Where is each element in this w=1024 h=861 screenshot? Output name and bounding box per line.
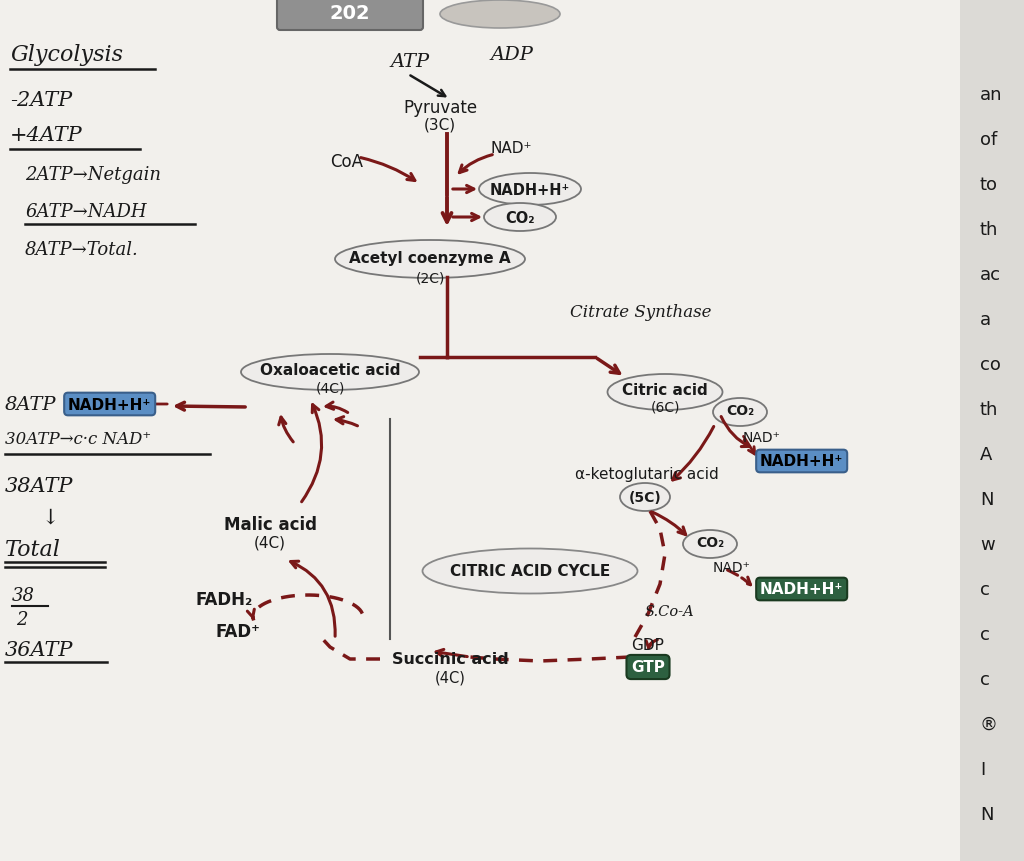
Text: Acetyl coenzyme A: Acetyl coenzyme A	[349, 251, 511, 265]
Text: NADH+H⁺: NADH+H⁺	[68, 397, 152, 412]
Text: c: c	[980, 670, 990, 688]
Text: th: th	[980, 400, 998, 418]
Text: 8ATP: 8ATP	[5, 395, 56, 413]
Text: CoA: CoA	[330, 152, 362, 170]
Ellipse shape	[479, 174, 581, 206]
Text: 2ATP→Netgain: 2ATP→Netgain	[25, 166, 161, 183]
Text: N: N	[980, 805, 993, 823]
Ellipse shape	[683, 530, 737, 558]
Text: FAD⁺: FAD⁺	[215, 623, 260, 641]
Text: Citrate Synthase: Citrate Synthase	[570, 303, 712, 320]
Ellipse shape	[335, 241, 525, 279]
Text: Malic acid: Malic acid	[223, 516, 316, 533]
Text: CO₂: CO₂	[505, 210, 535, 226]
Text: Succinic acid: Succinic acid	[391, 652, 508, 666]
Text: +4ATP: +4ATP	[10, 126, 83, 145]
Text: (4C): (4C)	[254, 535, 286, 550]
Ellipse shape	[713, 399, 767, 426]
Text: ATP: ATP	[390, 53, 429, 71]
Text: ®: ®	[980, 715, 998, 734]
Ellipse shape	[607, 375, 723, 411]
Text: NADH+H⁺: NADH+H⁺	[489, 183, 570, 197]
Text: NAD⁺: NAD⁺	[743, 430, 781, 444]
Text: (2C): (2C)	[416, 270, 444, 285]
Text: I: I	[980, 760, 985, 778]
Text: α-ketoglutaric acid: α-ketoglutaric acid	[575, 467, 719, 482]
Text: ac: ac	[980, 266, 1001, 283]
Text: ADP: ADP	[490, 46, 532, 64]
Text: (4C): (4C)	[434, 670, 466, 684]
Text: NAD⁺: NAD⁺	[713, 561, 751, 574]
Text: Glycolysis: Glycolysis	[10, 44, 123, 66]
Text: 8ATP→Total.: 8ATP→Total.	[25, 241, 138, 258]
Text: an: an	[980, 86, 1002, 104]
Text: (4C): (4C)	[315, 381, 345, 394]
Ellipse shape	[440, 1, 560, 29]
Text: co: co	[980, 356, 1000, 374]
Ellipse shape	[484, 204, 556, 232]
Text: (5C): (5C)	[629, 491, 662, 505]
FancyBboxPatch shape	[0, 0, 959, 861]
Text: NADH+H⁺: NADH+H⁺	[760, 454, 844, 469]
Text: 38ATP: 38ATP	[5, 477, 74, 496]
Text: GTP: GTP	[631, 660, 665, 675]
Text: (6C): (6C)	[650, 400, 680, 413]
Text: a: a	[980, 311, 991, 329]
Text: 202: 202	[330, 3, 371, 22]
Text: S.Co-A: S.Co-A	[645, 604, 694, 618]
Text: w: w	[980, 536, 994, 554]
Ellipse shape	[620, 483, 670, 511]
Text: 38: 38	[12, 586, 35, 604]
Text: GDP: GDP	[632, 637, 665, 652]
Text: 2: 2	[16, 610, 28, 629]
Text: CO₂: CO₂	[726, 404, 754, 418]
Text: -2ATP: -2ATP	[10, 90, 72, 109]
Text: NAD⁺: NAD⁺	[490, 140, 531, 155]
Text: 36ATP: 36ATP	[5, 640, 74, 659]
Ellipse shape	[241, 355, 419, 391]
Text: th: th	[980, 220, 998, 238]
Text: CITRIC ACID CYCLE: CITRIC ACID CYCLE	[450, 564, 610, 579]
Text: N: N	[980, 491, 993, 508]
Text: Oxaloacetic acid: Oxaloacetic acid	[260, 362, 400, 377]
Text: NADH+H⁺: NADH+H⁺	[760, 582, 844, 597]
Text: Pyruvate: Pyruvate	[402, 99, 477, 117]
FancyBboxPatch shape	[278, 0, 423, 31]
Ellipse shape	[423, 548, 638, 594]
Text: Total: Total	[5, 538, 60, 561]
Text: c: c	[980, 625, 990, 643]
Text: to: to	[980, 176, 998, 194]
Text: of: of	[980, 131, 997, 149]
Text: c: c	[980, 580, 990, 598]
Text: ↓: ↓	[42, 508, 59, 527]
Text: FADH₂: FADH₂	[195, 591, 252, 608]
Text: (3C): (3C)	[424, 117, 456, 133]
Text: A: A	[980, 445, 992, 463]
Text: CO₂: CO₂	[696, 536, 724, 549]
Text: 6ATP→NADH: 6ATP→NADH	[25, 202, 146, 220]
Text: 30ATP→c·c NAD⁺: 30ATP→c·c NAD⁺	[5, 431, 152, 448]
Text: Citric acid: Citric acid	[623, 382, 708, 397]
